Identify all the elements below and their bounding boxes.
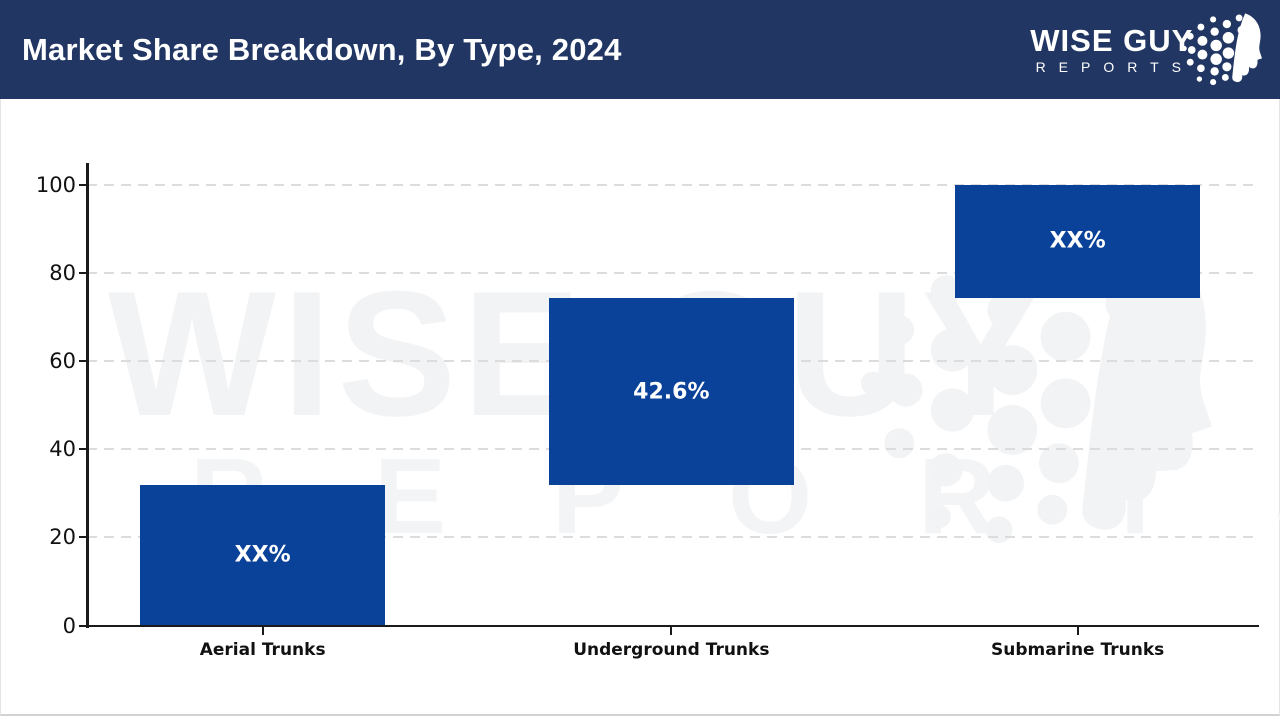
brand-logo: WISE GUY REPORTS <box>1030 7 1262 93</box>
brand-wordmark: WISE GUY REPORTS <box>1030 25 1194 75</box>
header: Market Share Breakdown, By Type, 2024 WI… <box>0 0 1280 99</box>
wiseguy-face-icon <box>1178 7 1262 93</box>
page-title: Market Share Breakdown, By Type, 2024 <box>22 31 622 67</box>
brand-subtitle: REPORTS <box>1035 58 1194 75</box>
brand-name: WISE GUY <box>1030 22 1194 58</box>
watermark-face-icon <box>846 222 1212 558</box>
